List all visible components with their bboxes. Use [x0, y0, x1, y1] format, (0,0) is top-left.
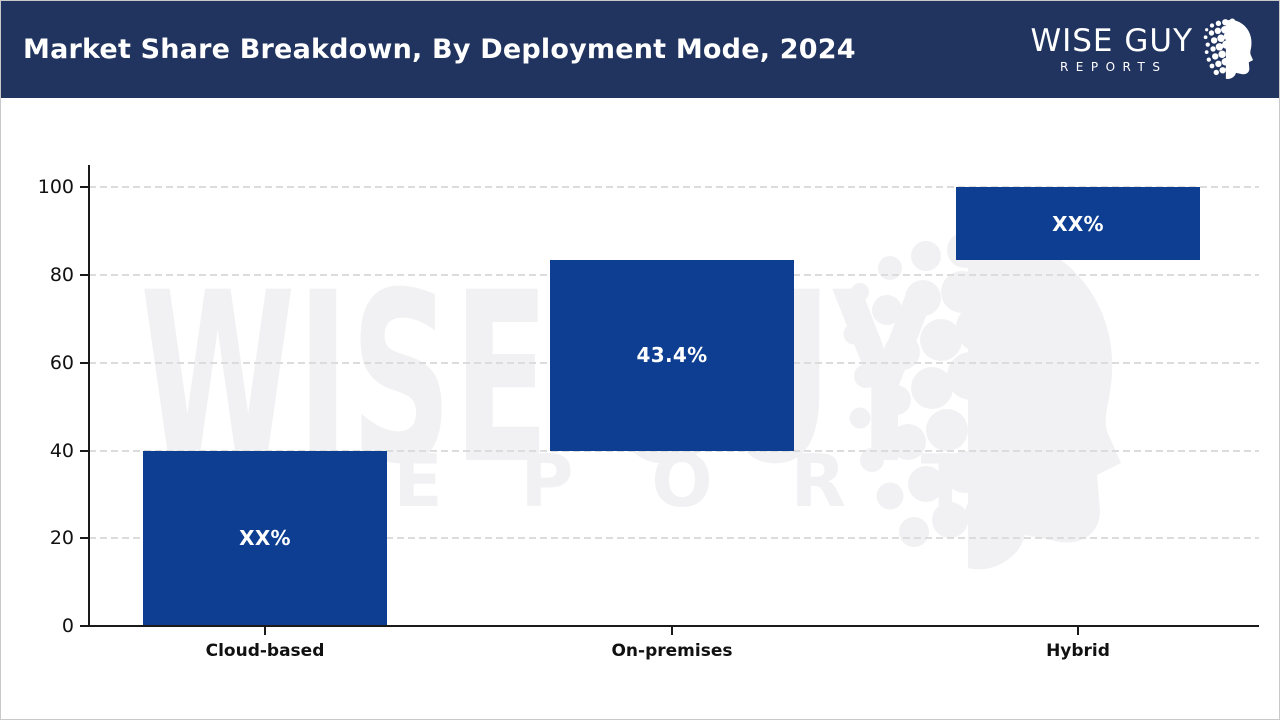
y-axis-tick	[80, 537, 89, 540]
gridline	[89, 186, 1259, 189]
brand-head-icon	[1203, 18, 1254, 79]
y-axis-tick	[80, 274, 89, 277]
bar-value-label: XX%	[1052, 211, 1104, 236]
y-axis-tick-label: 100	[37, 176, 74, 199]
brand-subtitle: REPORTS	[1059, 60, 1168, 74]
y-axis-tick-label: 20	[49, 527, 74, 550]
x-axis-category-label: On-premises	[611, 641, 733, 661]
brand-logo: WISE GUY REPORTS	[1030, 18, 1255, 82]
x-axis-line	[88, 625, 1259, 627]
bar-segment-on-premises: 43.4%	[550, 260, 794, 451]
y-axis-tick	[80, 361, 89, 364]
y-axis-tick	[80, 186, 89, 189]
y-axis-tick-label: 0	[61, 615, 74, 637]
gridline	[89, 537, 1259, 540]
bar-segment-hybrid: XX%	[956, 187, 1200, 261]
bar-segment-cloud-based: XX%	[143, 450, 387, 626]
header-bar: Market Share Breakdown, By Deployment Mo…	[1, 1, 1279, 98]
y-axis-tick-label: 60	[49, 351, 74, 374]
gridline	[89, 449, 1259, 452]
x-axis-category-label: Cloud-based	[205, 641, 325, 661]
x-axis-tick	[1077, 627, 1079, 635]
y-axis-tick	[80, 449, 89, 452]
y-axis-tick-label: 80	[49, 264, 74, 287]
chart-title: Market Share Breakdown, By Deployment Mo…	[23, 34, 856, 65]
x-axis-category-label: Hybrid	[1046, 641, 1110, 661]
bar-value-label: 43.4%	[636, 343, 708, 368]
y-axis-line	[88, 165, 90, 627]
x-axis-tick	[671, 627, 673, 635]
y-axis-tick-label: 40	[49, 439, 74, 462]
brand-name: WISE GUY	[1030, 23, 1193, 59]
x-axis-tick	[264, 627, 266, 635]
brand-logo-text: WISE GUY REPORTS	[1030, 23, 1193, 74]
y-axis-tick	[80, 625, 89, 627]
bar-value-label: XX%	[239, 526, 291, 551]
